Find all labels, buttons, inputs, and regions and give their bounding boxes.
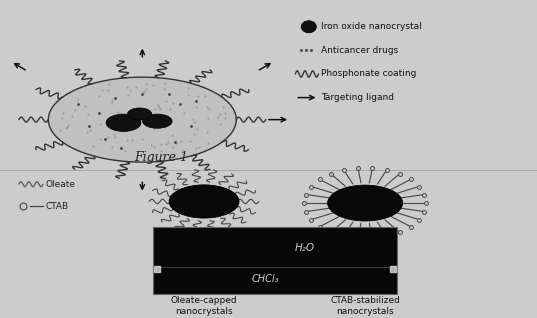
Ellipse shape: [48, 77, 236, 162]
Ellipse shape: [106, 114, 141, 131]
Text: Oleate: Oleate: [46, 180, 76, 189]
Text: H₂O: H₂O: [294, 243, 315, 253]
Ellipse shape: [128, 108, 152, 120]
Text: Oleate-capped
nanocrystals: Oleate-capped nanocrystals: [171, 296, 237, 316]
Text: Targeting ligand: Targeting ligand: [321, 93, 394, 102]
Text: Figure 1: Figure 1: [134, 151, 188, 164]
Ellipse shape: [143, 114, 172, 128]
Ellipse shape: [301, 21, 316, 33]
Text: CTAB: CTAB: [46, 202, 69, 211]
Text: CTAB-stabilized
nanocrystals: CTAB-stabilized nanocrystals: [330, 296, 400, 316]
Text: CHCl₃: CHCl₃: [252, 274, 279, 285]
Ellipse shape: [328, 185, 403, 221]
Text: Iron oxide nanocrystal: Iron oxide nanocrystal: [321, 22, 422, 31]
Ellipse shape: [169, 185, 239, 218]
Text: Anticancer drugs: Anticancer drugs: [321, 46, 398, 55]
Text: Phosphonate coating: Phosphonate coating: [321, 69, 416, 79]
Bar: [153, 227, 397, 294]
